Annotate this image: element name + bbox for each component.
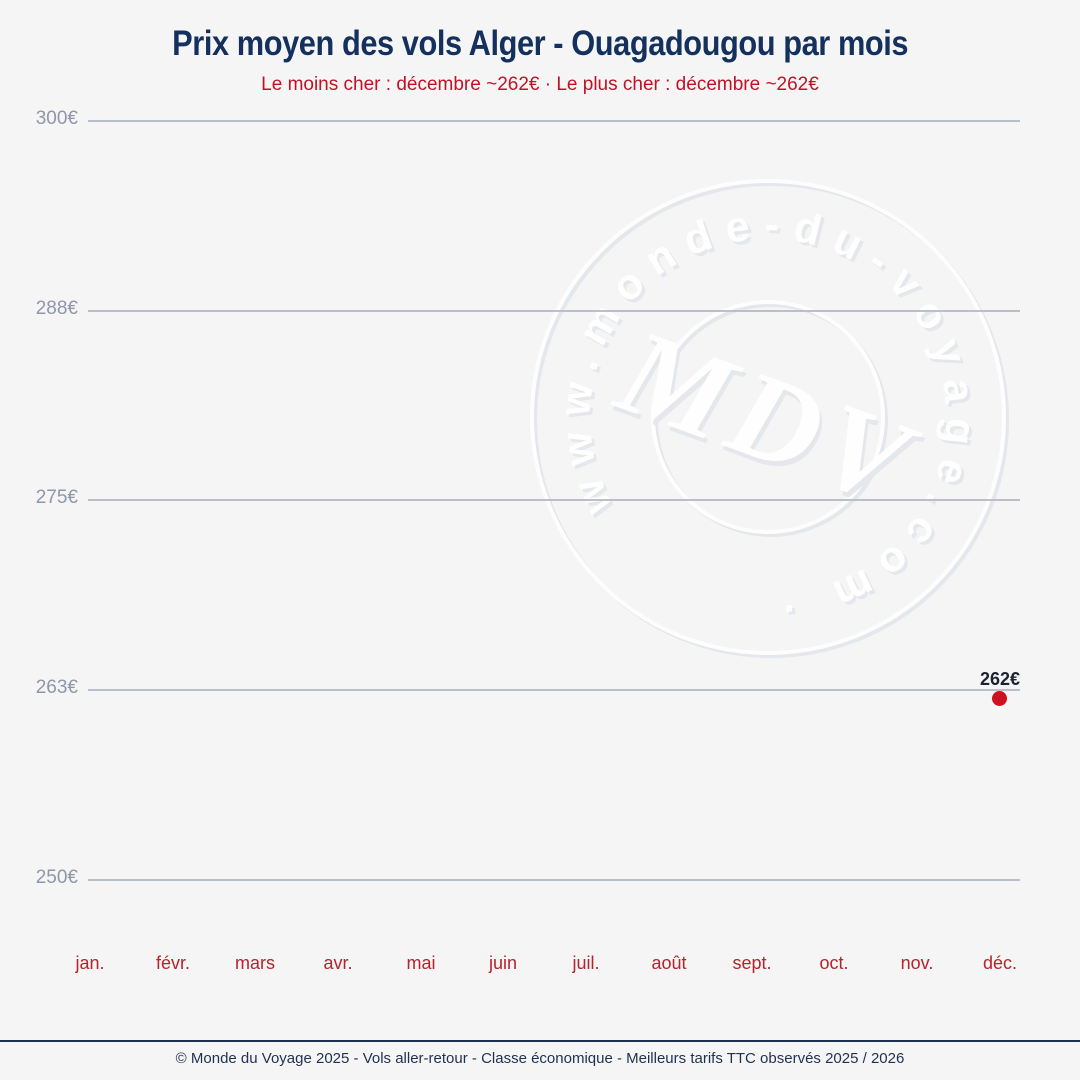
x-tick-juin: juin (488, 953, 518, 973)
data-point-value-label: 262€ (979, 669, 1021, 689)
data-point-december (991, 690, 1007, 706)
x-tick-avr: avr. (323, 953, 353, 973)
watermark-outer-circle (530, 179, 1009, 658)
footer-copyright: © Monde du Voyage 2025 - Vols aller-reto… (175, 1050, 905, 1067)
x-tick-aout: août (651, 953, 687, 973)
gridline (88, 879, 1020, 881)
page-title: Prix moyen des vols Alger - Ouagadougou … (172, 24, 908, 63)
x-tick-dec: déc. (982, 953, 1018, 973)
footer-divider (0, 1040, 1080, 1042)
x-tick-jan: jan. (75, 953, 105, 973)
gridline (88, 499, 1020, 501)
watermark-stamp: www.monde-du-voyage.com · www.monde-du-v… (530, 179, 1009, 658)
x-tick-sept: sept. (732, 953, 772, 973)
x-tick-juil: juil. (572, 953, 600, 973)
x-tick-mars: mars (235, 953, 275, 973)
y-tick-label: 250€ (35, 867, 78, 888)
x-tick-fev: févr. (155, 953, 191, 973)
gridline (88, 689, 1020, 691)
gridline (88, 120, 1020, 122)
x-tick-nov: nov. (900, 953, 934, 973)
y-tick-label: 275€ (35, 487, 78, 508)
y-tick-label: 288€ (35, 298, 78, 319)
y-tick-label: 263€ (35, 677, 78, 698)
gridline (88, 310, 1020, 312)
x-tick-oct: oct. (819, 953, 849, 973)
watermark-mdv-monogram: MDV MDV (601, 303, 936, 539)
x-tick-mai: mai (406, 953, 436, 973)
y-tick-label: 300€ (35, 108, 78, 129)
chart-subtitle-min-max: Le moins cher : décembre ~262€ · Le plus… (261, 74, 819, 95)
